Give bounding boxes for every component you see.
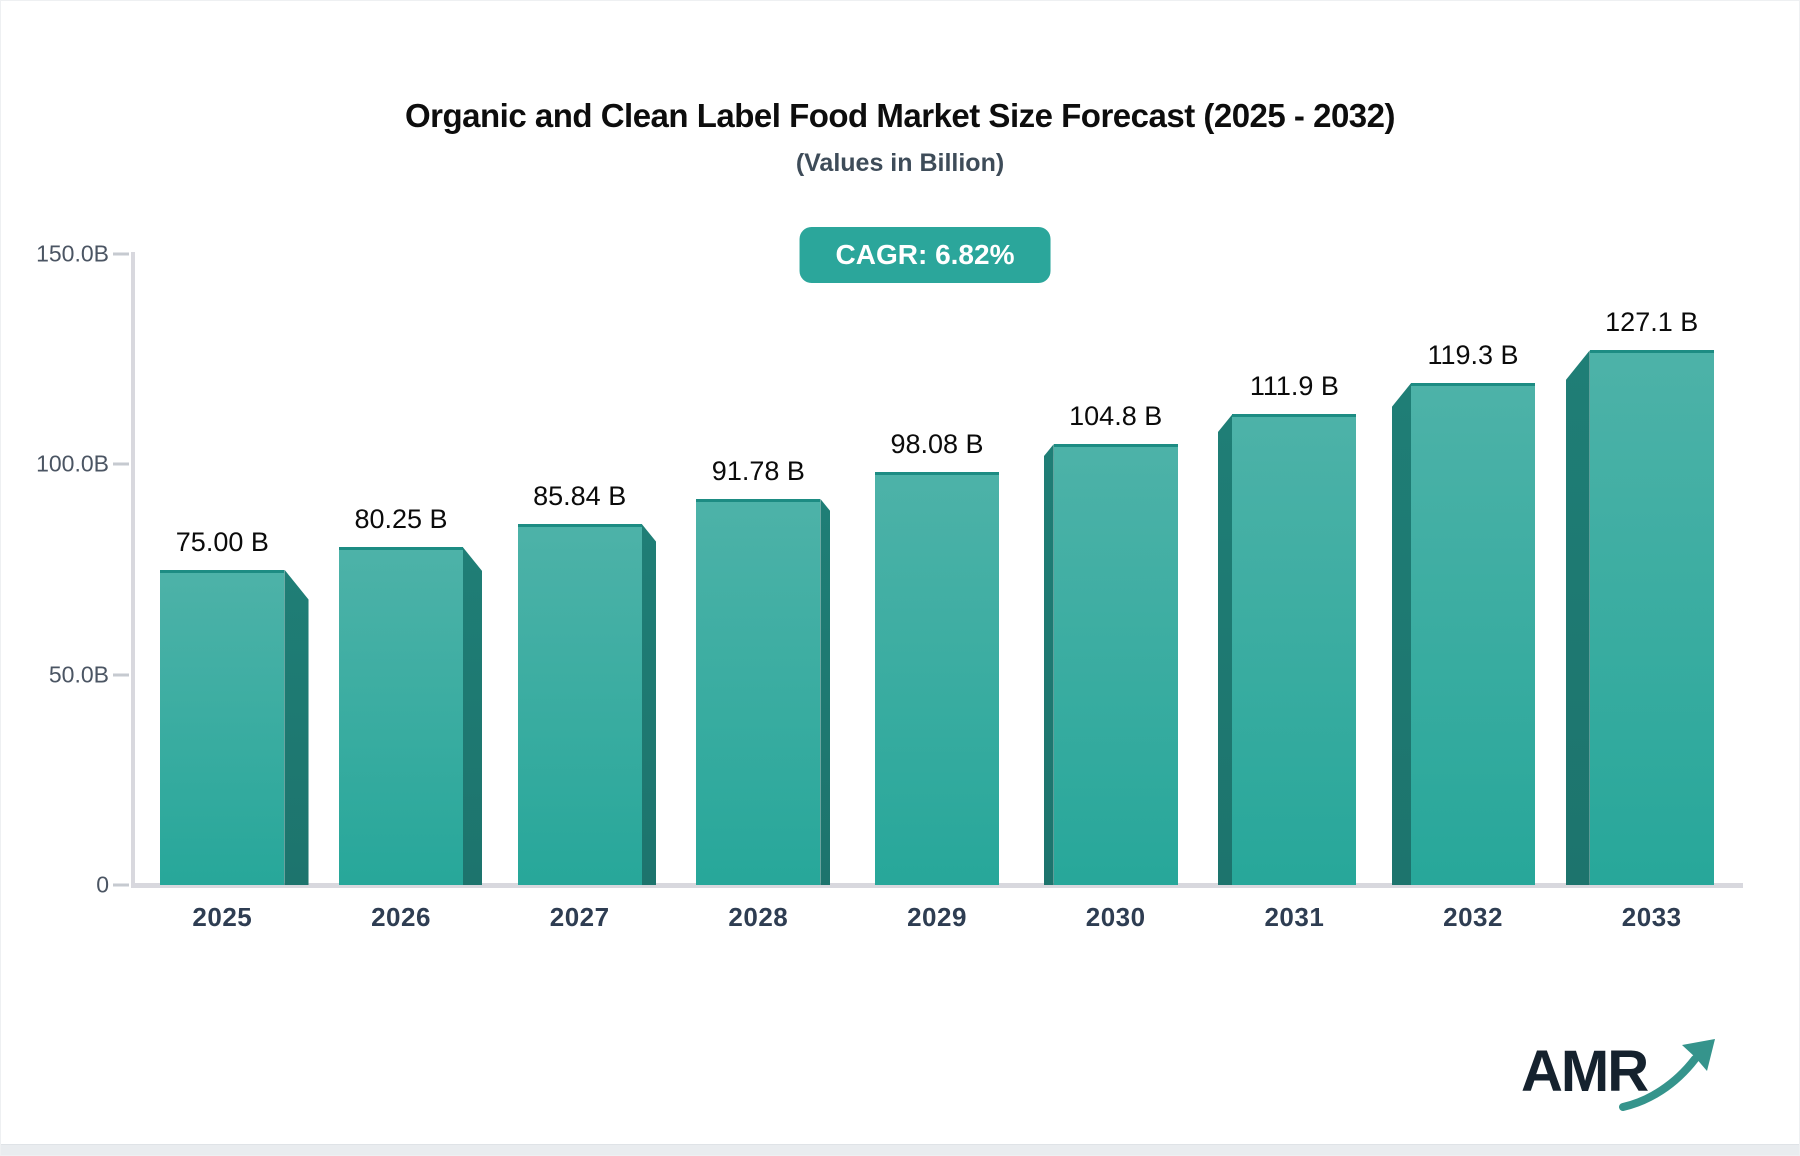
y-tick-label: 100.0B xyxy=(36,450,109,477)
x-axis-label-2030: 2030 xyxy=(1085,902,1146,932)
chart-title: Organic and Clean Label Food Market Size… xyxy=(404,97,1396,134)
x-axis-labels: 2025 2026 2027 2028 2029 2030 2031 2032 2033 xyxy=(133,902,1741,933)
bar-front-face xyxy=(517,523,642,885)
x-axis-label-2033: 2033 xyxy=(1621,902,1682,932)
x-axis-label-2029: 2029 xyxy=(907,902,967,932)
bar-3d-side-face xyxy=(641,523,657,885)
bar-2028: 91.78 B xyxy=(669,254,848,885)
bar-2026: 80.25 B xyxy=(312,254,491,885)
bar-front-face xyxy=(1411,383,1536,885)
bar-value-label: 127.1 B xyxy=(1605,307,1699,338)
bar-2029: 98.08 B xyxy=(848,254,1027,885)
y-tick-mark xyxy=(113,883,129,887)
x-axis-label-2025: 2025 xyxy=(192,902,253,932)
bar-series: 75.00 B 80.25 B 85.84 B 91.78 B 98.08 B 104.8… xyxy=(133,254,1741,885)
bar-value-label: 98.08 B xyxy=(890,429,984,460)
bar-value-label: 91.78 B xyxy=(711,455,805,486)
growth-arrow-icon xyxy=(1619,1039,1715,1111)
bar-front-face xyxy=(339,547,463,885)
bar-front-face xyxy=(1232,414,1357,885)
bar-value-label: 80.25 B xyxy=(354,504,448,535)
amr-logo: AMR xyxy=(1521,1039,1715,1111)
chart-subtitle: (Values in Billion) xyxy=(795,149,1005,177)
bar-2033: 127.1 B xyxy=(1562,254,1741,885)
cagr-badge: CAGR: 6.82% xyxy=(799,227,1051,283)
bottom-edge-strip xyxy=(1,1144,1799,1155)
bar-value-label: 104.8 B xyxy=(1069,401,1163,432)
bar-3d-side-face xyxy=(1043,444,1054,885)
y-tick-mark xyxy=(113,252,129,256)
bar-front-face xyxy=(875,472,1000,885)
bar-3d-side-face xyxy=(284,569,309,885)
bar-3d-side-face xyxy=(1217,414,1233,885)
bar-value-label: 111.9 B xyxy=(1249,371,1339,402)
bar-value-label: 119.3 B xyxy=(1427,340,1519,371)
x-axis-label-2032: 2032 xyxy=(1443,902,1503,932)
x-axis-label-2031: 2031 xyxy=(1264,902,1325,932)
bar-2032: 119.3 B xyxy=(1384,254,1563,885)
bar-2031: 111.9 B xyxy=(1205,254,1384,885)
bar-front-face xyxy=(1589,350,1714,885)
y-tick-label: 0 xyxy=(96,871,109,898)
bar-value-label: 75.00 B xyxy=(175,526,269,557)
bar-3d-side-face xyxy=(463,547,483,885)
bar-2027: 85.84 B xyxy=(490,254,669,885)
y-axis-labels: 150.0B 100.0B 50.0B 0 xyxy=(1,241,109,898)
bar-value-label: 85.84 B xyxy=(533,480,627,511)
x-axis-label-2028: 2028 xyxy=(728,902,789,932)
bar-front-face xyxy=(1053,444,1178,885)
bar-front-face xyxy=(160,569,285,885)
amr-logo-text: AMR xyxy=(1521,1039,1648,1104)
y-tick-label: 150.0B xyxy=(36,240,109,267)
bar-2025: 75.00 B xyxy=(133,254,312,885)
bar-2030: 104.8 B xyxy=(1026,254,1205,885)
x-axis-label-2027: 2027 xyxy=(549,902,610,932)
bar-3d-side-face xyxy=(1565,350,1590,885)
bar-front-face xyxy=(696,498,821,885)
y-axis-line xyxy=(131,252,135,888)
y-tick-mark xyxy=(113,462,129,466)
bar-3d-side-face xyxy=(820,498,831,885)
x-axis-label-2026: 2026 xyxy=(371,902,431,932)
x-axis-line xyxy=(131,883,1743,888)
y-tick-label: 50.0B xyxy=(48,661,109,688)
bar-3d-side-face xyxy=(1391,383,1412,885)
y-tick-mark xyxy=(113,673,129,677)
